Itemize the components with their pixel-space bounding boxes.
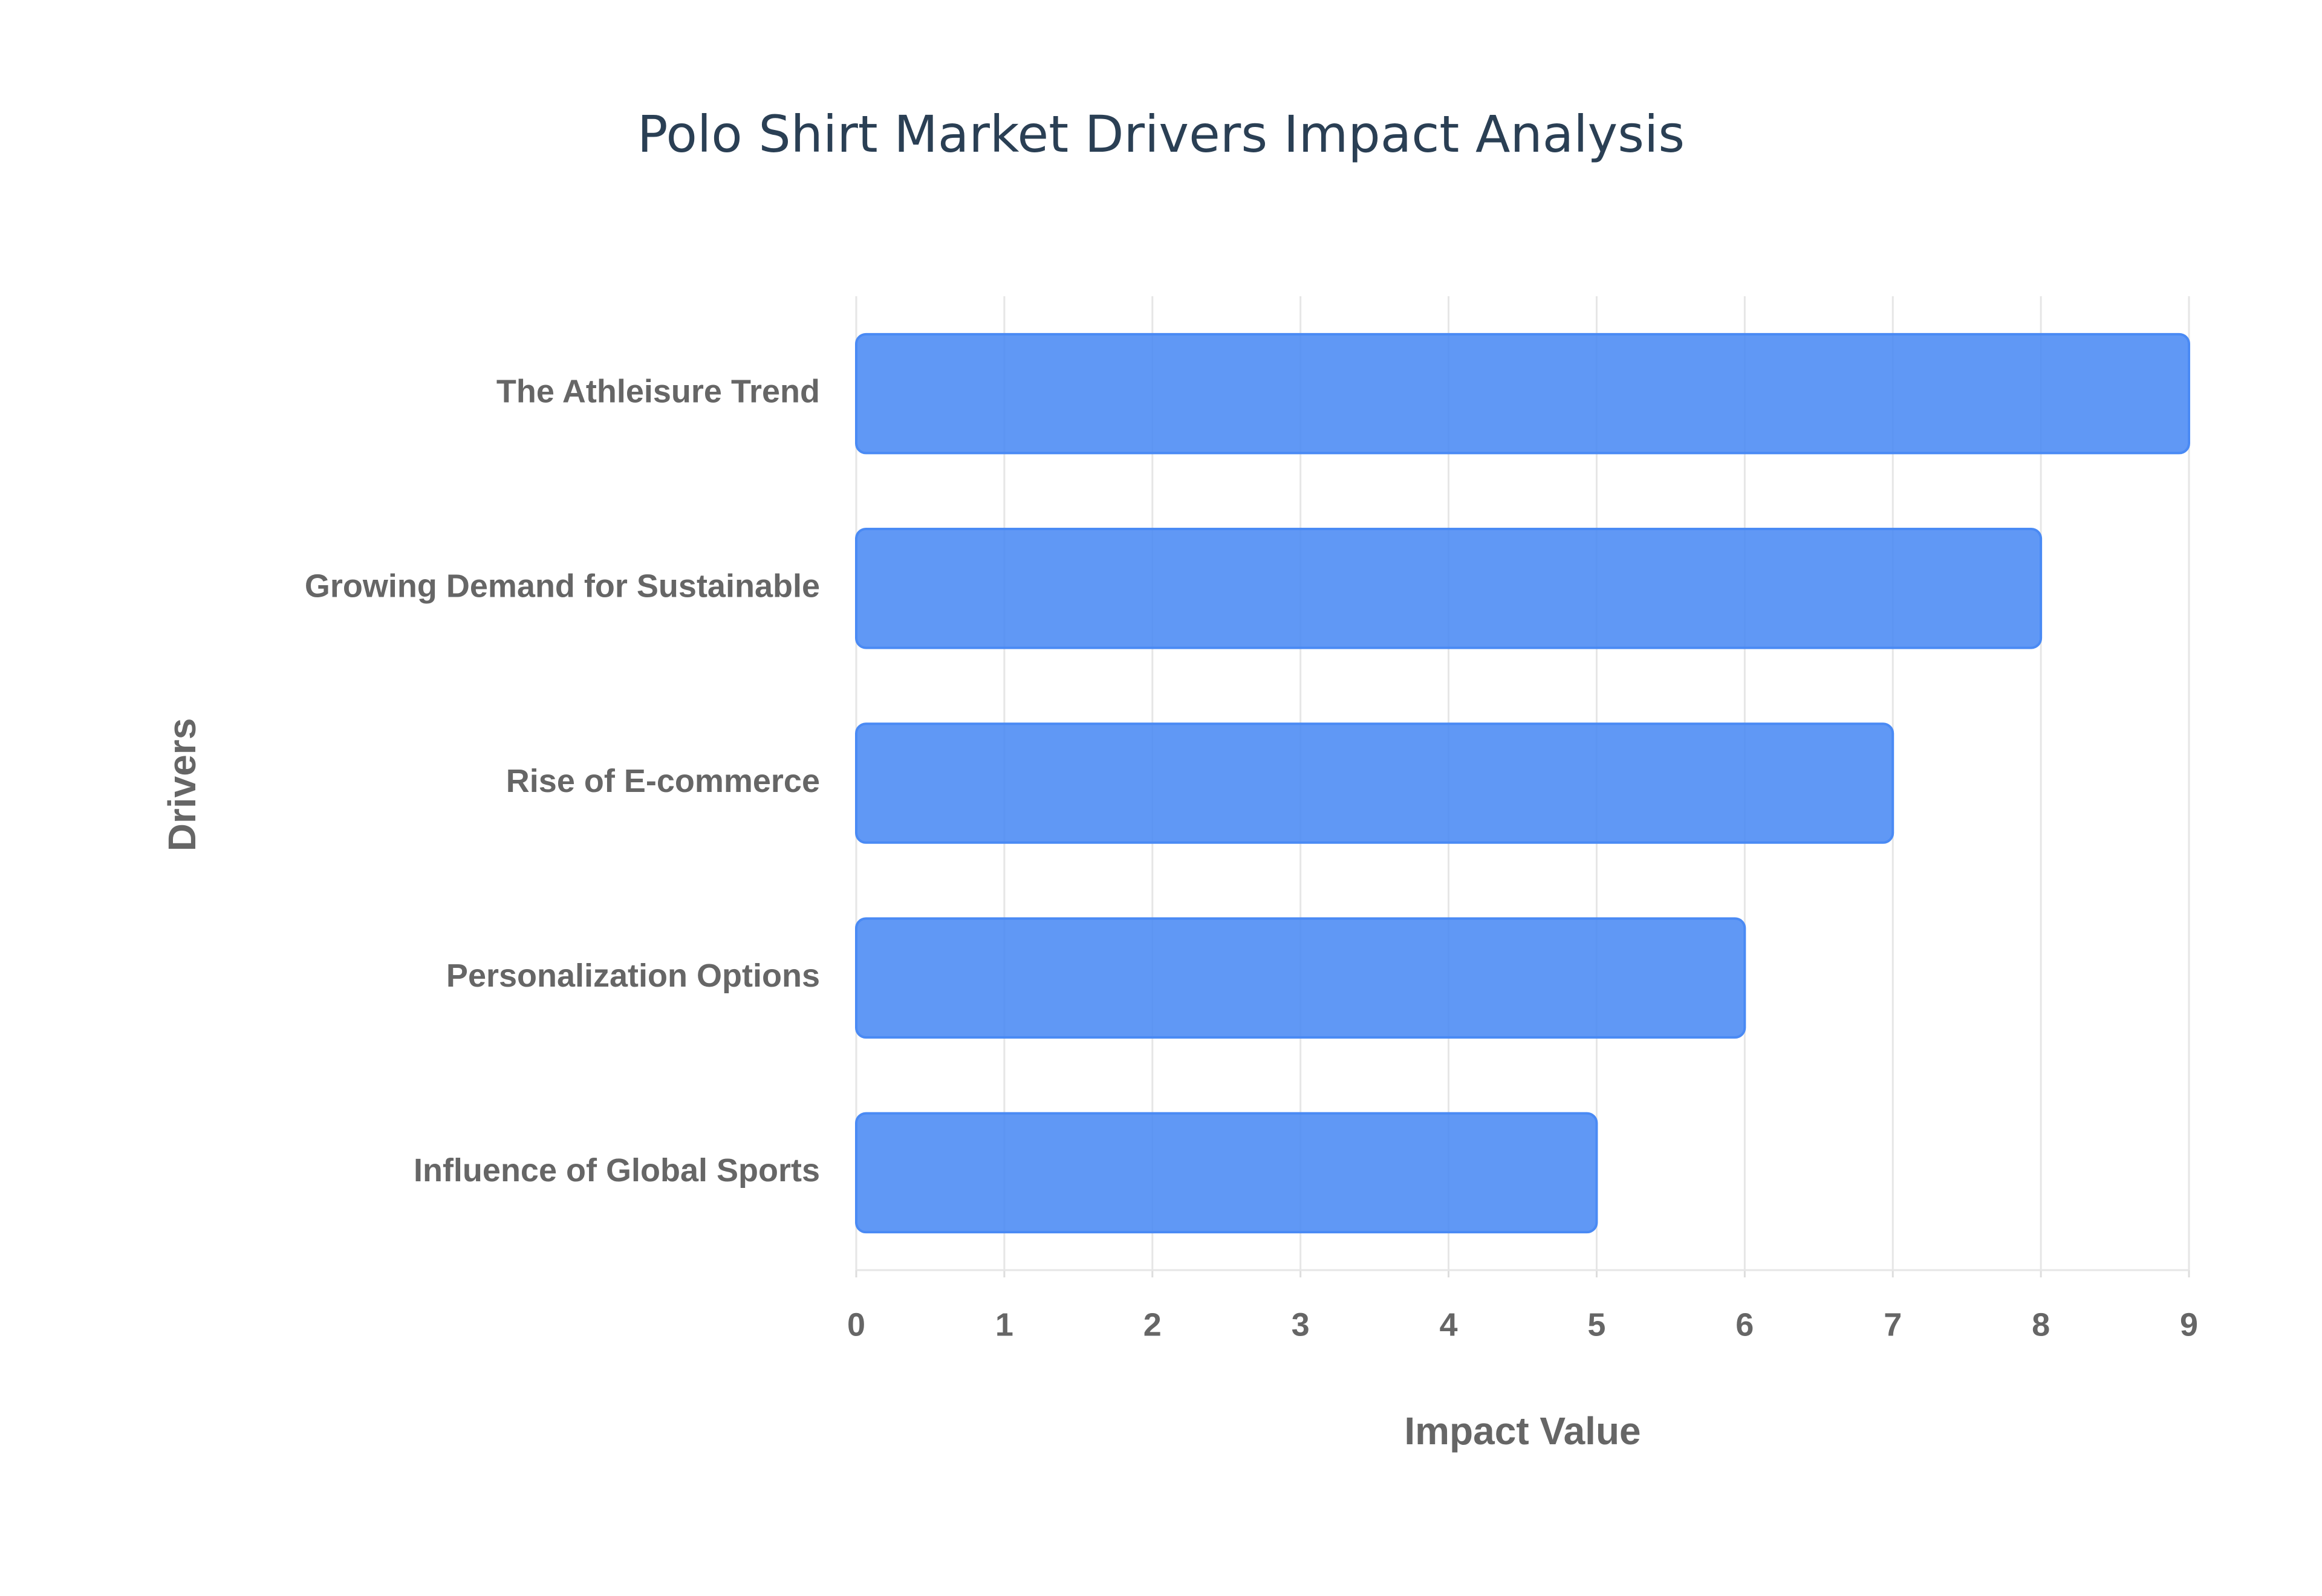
x-tick-label: 7 (1884, 1306, 1902, 1343)
bar (855, 332, 2190, 455)
x-tick-label: 6 (1735, 1306, 1754, 1343)
x-tick-label: 5 (1587, 1306, 1605, 1343)
x-tick-label: 9 (2180, 1306, 2198, 1343)
x-tick-label: 2 (1143, 1306, 1162, 1343)
chart-title: Polo Shirt Market Drivers Impact Analysi… (637, 105, 1685, 164)
y-tick-label: The Athleisure Trend (496, 373, 820, 409)
x-tick-label: 0 (847, 1306, 865, 1343)
bar (855, 528, 2043, 649)
y-tick-label: Growing Demand for Sustainable (305, 568, 820, 605)
bar (855, 1112, 1598, 1234)
x-tick-label: 4 (1440, 1306, 1458, 1343)
y-tick-label: Influence of Global Sports (414, 1152, 820, 1189)
bar (855, 917, 1746, 1039)
y-axis-title: Drivers (160, 718, 204, 852)
x-tick-label: 3 (1292, 1306, 1310, 1343)
x-tick-label: 1 (995, 1306, 1013, 1343)
x-tick-label: 8 (2032, 1306, 2050, 1343)
y-tick-label: Personalization Options (446, 958, 820, 994)
x-axis-title: Impact Value (1404, 1409, 1641, 1453)
y-tick-label: Rise of E-commerce (506, 763, 820, 799)
bar (855, 722, 1894, 844)
